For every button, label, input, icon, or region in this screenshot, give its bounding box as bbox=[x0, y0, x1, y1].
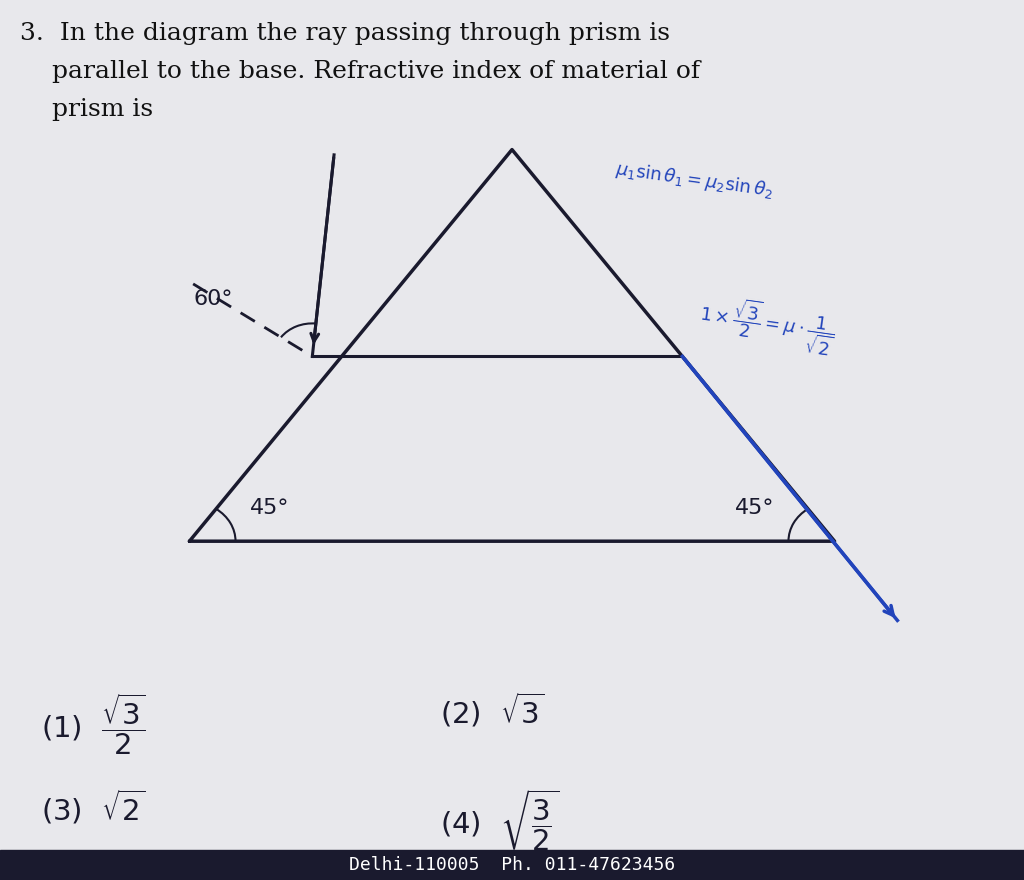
Bar bbox=[0, 850, 1024, 880]
Text: $(2)\ \ \sqrt{3}$: $(2)\ \ \sqrt{3}$ bbox=[440, 691, 545, 730]
Text: $\mu_1\sin\theta_1 = \mu_2\sin\theta_2$: $\mu_1\sin\theta_1 = \mu_2\sin\theta_2$ bbox=[614, 158, 775, 202]
Text: Delhi-110005  Ph. 011-47623456: Delhi-110005 Ph. 011-47623456 bbox=[349, 856, 675, 874]
Text: $(4)\ \ \sqrt{\dfrac{3}{2}}$: $(4)\ \ \sqrt{\dfrac{3}{2}}$ bbox=[440, 788, 559, 854]
Text: $(1)\ \ \dfrac{\sqrt{3}}{2}$: $(1)\ \ \dfrac{\sqrt{3}}{2}$ bbox=[41, 691, 145, 757]
Text: 60°: 60° bbox=[194, 290, 232, 309]
Text: 3.  In the diagram the ray passing through prism is: 3. In the diagram the ray passing throug… bbox=[20, 22, 671, 45]
Text: prism is: prism is bbox=[20, 98, 154, 121]
Text: 45°: 45° bbox=[250, 498, 289, 517]
Text: parallel to the base. Refractive index of material of: parallel to the base. Refractive index o… bbox=[20, 60, 700, 83]
Text: 45°: 45° bbox=[735, 498, 774, 517]
Text: $(3)\ \ \sqrt{2}$: $(3)\ \ \sqrt{2}$ bbox=[41, 788, 145, 826]
Text: $1\times\dfrac{\sqrt{3}}{2} = \mu \cdot \dfrac{1}{\sqrt{2}}$: $1\times\dfrac{\sqrt{3}}{2} = \mu \cdot … bbox=[696, 290, 839, 359]
